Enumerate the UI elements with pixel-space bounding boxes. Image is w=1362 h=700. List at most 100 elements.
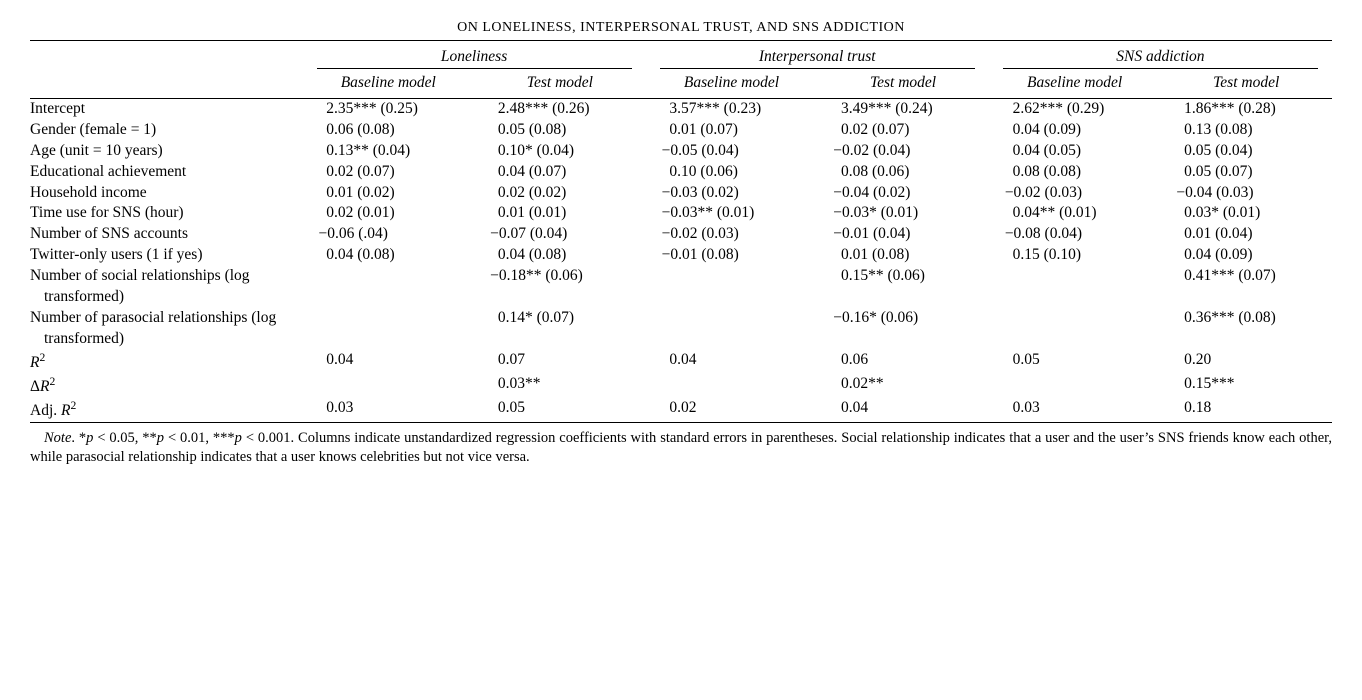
cell-value: 0.01 (0.08): [817, 245, 989, 266]
row-label: Twitter-only users (1 if yes): [30, 245, 303, 266]
cell-value: 0.10 (0.06): [646, 162, 818, 183]
cell-value: 0.01 (0.07): [646, 120, 818, 141]
cell-value: 0.18: [1160, 398, 1332, 423]
cell-value: 0.08 (0.06): [817, 162, 989, 183]
regression-table: Loneliness Interpersonal trust SNS addic…: [30, 40, 1332, 423]
col-head-test: Test model: [474, 73, 646, 98]
row-label: Intercept: [30, 98, 303, 119]
cell-value: 0.15 (0.10): [989, 245, 1161, 266]
cell-value: −0.18** (0.06): [474, 266, 646, 308]
cell-value: 0.13** (0.04): [303, 141, 475, 162]
cell-value: 0.07: [474, 350, 646, 374]
cell-value: 0.04 (0.07): [474, 162, 646, 183]
table-row: Gender (female = 1) 0.06 (0.08) 0.05 (0.…: [30, 120, 1332, 141]
cell-value: 0.06 (0.08): [303, 120, 475, 141]
table-row: Adj. R2 0.03 0.05 0.02 0.04 0.03 0.18: [30, 398, 1332, 423]
cell-value: 0.41*** (0.07): [1160, 266, 1332, 308]
cell-value: −0.02 (0.03): [646, 224, 818, 245]
cell-value: 0.01 (0.02): [303, 183, 475, 204]
cell-value: 0.03: [303, 398, 475, 423]
cell-value: −0.06 (.04): [303, 224, 475, 245]
cell-value: 0.15***: [1160, 374, 1332, 398]
cell-value: −0.04 (0.02): [817, 183, 989, 204]
cell-value: −0.01 (0.04): [817, 224, 989, 245]
cell-value: 0.14* (0.07): [474, 308, 646, 350]
cell-value: −0.02 (0.03): [989, 183, 1161, 204]
cell-value: 0.20: [1160, 350, 1332, 374]
cell-value: −0.03* (0.01): [817, 203, 989, 224]
cell-value: 0.05 (0.07): [1160, 162, 1332, 183]
col-head-test: Test model: [1160, 73, 1332, 98]
cell-value: 0.02**: [817, 374, 989, 398]
group-underline: [317, 68, 632, 69]
group-underline: [1003, 68, 1318, 69]
cell-value: 0.02: [646, 398, 818, 423]
table-row: Household income 0.01 (0.02) 0.02 (0.02)…: [30, 183, 1332, 204]
cell-value: −0.03 (0.02): [646, 183, 818, 204]
cell-value: 0.04 (0.09): [989, 120, 1161, 141]
cell-value: 0.10* (0.04): [474, 141, 646, 162]
cell-value: [303, 266, 475, 308]
cell-value: −0.01 (0.08): [646, 245, 818, 266]
cell-value: 0.03: [989, 398, 1161, 423]
table-row: Intercept 2.35*** (0.25) 2.48*** (0.26) …: [30, 98, 1332, 119]
header-blank: [30, 41, 303, 73]
cell-value: 0.05 (0.04): [1160, 141, 1332, 162]
cell-value: [989, 266, 1161, 308]
cell-value: 0.01 (0.04): [1160, 224, 1332, 245]
table-row: Educational achievement 0.02 (0.07) 0.04…: [30, 162, 1332, 183]
table-row: Number of social relationships (log tran…: [30, 266, 1332, 308]
cell-value: 0.05: [989, 350, 1161, 374]
row-label: Educational achievement: [30, 162, 303, 183]
cell-value: 0.04** (0.01): [989, 203, 1161, 224]
cell-value: [989, 308, 1161, 350]
cell-value: 2.62*** (0.29): [989, 98, 1161, 119]
row-label: Number of parasocial relationships (log …: [30, 308, 303, 350]
cell-value: 3.57*** (0.23): [646, 98, 818, 119]
group-label: SNS addiction: [1116, 48, 1204, 65]
group-head-addiction: SNS addiction: [989, 41, 1332, 73]
cell-value: [646, 374, 818, 398]
cell-value: 0.02 (0.01): [303, 203, 475, 224]
cell-value: 1.86*** (0.28): [1160, 98, 1332, 119]
col-head-baseline: Baseline model: [646, 73, 818, 98]
group-label: Loneliness: [441, 48, 507, 65]
row-label: R2: [30, 350, 303, 374]
cell-value: [303, 374, 475, 398]
cell-value: 0.04 (0.08): [303, 245, 475, 266]
cell-value: 0.03**: [474, 374, 646, 398]
cell-value: 0.08 (0.08): [989, 162, 1161, 183]
col-head-baseline: Baseline model: [303, 73, 475, 98]
table-row: Number of parasocial relationships (log …: [30, 308, 1332, 350]
cell-value: [989, 374, 1161, 398]
table-row: Twitter-only users (1 if yes) 0.04 (0.08…: [30, 245, 1332, 266]
cell-value: 0.02 (0.07): [817, 120, 989, 141]
cell-value: 0.04: [646, 350, 818, 374]
table-caption: ON LONELINESS, INTERPERSONAL TRUST, AND …: [30, 20, 1332, 36]
cell-value: −0.05 (0.04): [646, 141, 818, 162]
group-underline: [660, 68, 975, 69]
cell-value: −0.03** (0.01): [646, 203, 818, 224]
row-label: Gender (female = 1): [30, 120, 303, 141]
cell-value: [646, 308, 818, 350]
group-head-loneliness: Loneliness: [303, 41, 646, 73]
table-row: R2 0.04 0.07 0.04 0.06 0.05 0.20: [30, 350, 1332, 374]
cell-value: 0.04 (0.09): [1160, 245, 1332, 266]
cell-value: 0.13 (0.08): [1160, 120, 1332, 141]
cell-value: −0.08 (0.04): [989, 224, 1161, 245]
table-row: Age (unit = 10 years) 0.13** (0.04) 0.10…: [30, 141, 1332, 162]
cell-value: 0.06: [817, 350, 989, 374]
row-label: Number of SNS accounts: [30, 224, 303, 245]
row-label: Time use for SNS (hour): [30, 203, 303, 224]
cell-value: 0.04 (0.05): [989, 141, 1161, 162]
table-body: Intercept 2.35*** (0.25) 2.48*** (0.26) …: [30, 98, 1332, 422]
group-label: Interpersonal trust: [759, 48, 876, 65]
row-label: ΔR2: [30, 374, 303, 398]
table-row: Number of SNS accounts−0.06 (.04)−0.07 (…: [30, 224, 1332, 245]
cell-value: 2.35*** (0.25): [303, 98, 475, 119]
cell-value: −0.16* (0.06): [817, 308, 989, 350]
cell-value: 0.02 (0.07): [303, 162, 475, 183]
cell-value: [303, 308, 475, 350]
cell-value: −0.07 (0.04): [474, 224, 646, 245]
cell-value: 0.05: [474, 398, 646, 423]
